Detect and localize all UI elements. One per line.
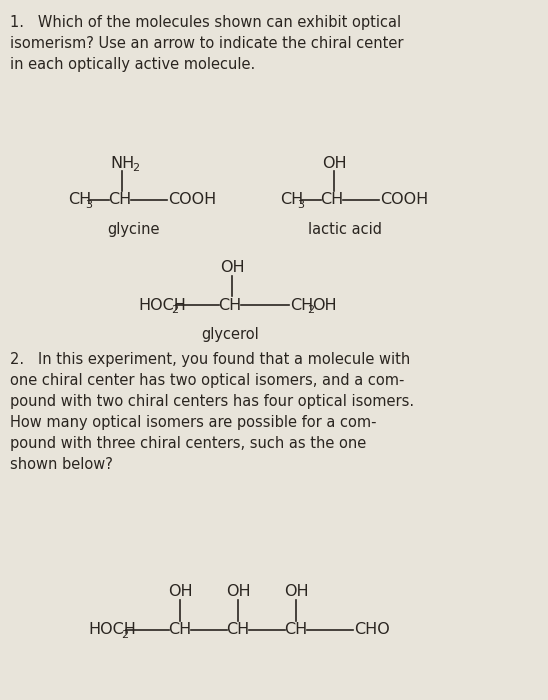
Text: COOH: COOH <box>168 193 216 207</box>
Text: HOCH: HOCH <box>88 622 136 638</box>
Text: CH: CH <box>109 193 132 207</box>
Text: CH: CH <box>218 298 242 312</box>
Text: CH: CH <box>321 193 344 207</box>
Text: HOCH: HOCH <box>138 298 186 312</box>
Text: CH: CH <box>226 622 250 638</box>
Text: CH: CH <box>290 298 313 312</box>
Text: COOH: COOH <box>380 193 428 207</box>
Text: OH: OH <box>226 584 250 599</box>
Text: glycine: glycine <box>107 222 159 237</box>
Text: NH: NH <box>110 155 134 171</box>
Text: CH: CH <box>284 622 307 638</box>
Text: 1.   Which of the molecules shown can exhibit optical
isomerism? Use an arrow to: 1. Which of the molecules shown can exhi… <box>10 15 403 72</box>
Text: CHO: CHO <box>354 622 390 638</box>
Text: OH: OH <box>220 260 244 276</box>
Text: OH: OH <box>168 584 192 599</box>
Text: CH: CH <box>280 193 303 207</box>
Text: 2.   In this experiment, you found that a molecule with
one chiral center has tw: 2. In this experiment, you found that a … <box>10 352 414 472</box>
Text: 2: 2 <box>121 630 128 640</box>
Text: OH: OH <box>312 298 336 312</box>
Text: 2: 2 <box>171 305 178 315</box>
Text: CH: CH <box>68 193 92 207</box>
Text: 3: 3 <box>85 200 92 210</box>
Text: OH: OH <box>322 155 346 171</box>
Text: CH: CH <box>168 622 192 638</box>
Text: 3: 3 <box>297 200 304 210</box>
Text: lactic acid: lactic acid <box>308 222 382 237</box>
Text: 2: 2 <box>133 163 140 173</box>
Text: OH: OH <box>284 584 309 599</box>
Text: 2: 2 <box>307 305 314 315</box>
Text: glycerol: glycerol <box>201 327 259 342</box>
